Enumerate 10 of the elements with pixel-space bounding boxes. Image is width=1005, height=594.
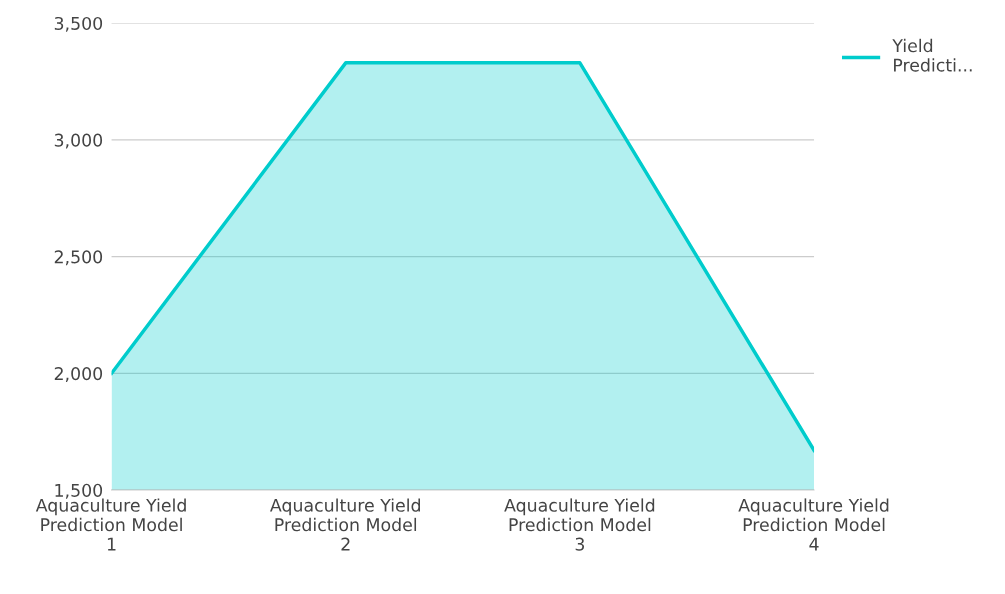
y-tick-label: 3,500	[54, 16, 103, 32]
x-tick-label: Aquaculture Yield Prediction Model 2	[270, 498, 420, 551]
x-tick-label: Aquaculture Yield Prediction Model 3	[504, 498, 655, 551]
y-tick-label: 3,000	[54, 133, 103, 149]
x-tick-label: Aquaculture Yield Prediction Model 4	[738, 498, 889, 551]
y-tick-label: 2,500	[54, 250, 103, 266]
legend-label: Yield Predicti...	[892, 38, 972, 72]
y-tick-label: 1,500	[55, 483, 103, 499]
y-tick-label: 2,000	[54, 367, 103, 382]
x-tick-label: Aquaculture Yield Prediction Model 1	[35, 498, 186, 551]
